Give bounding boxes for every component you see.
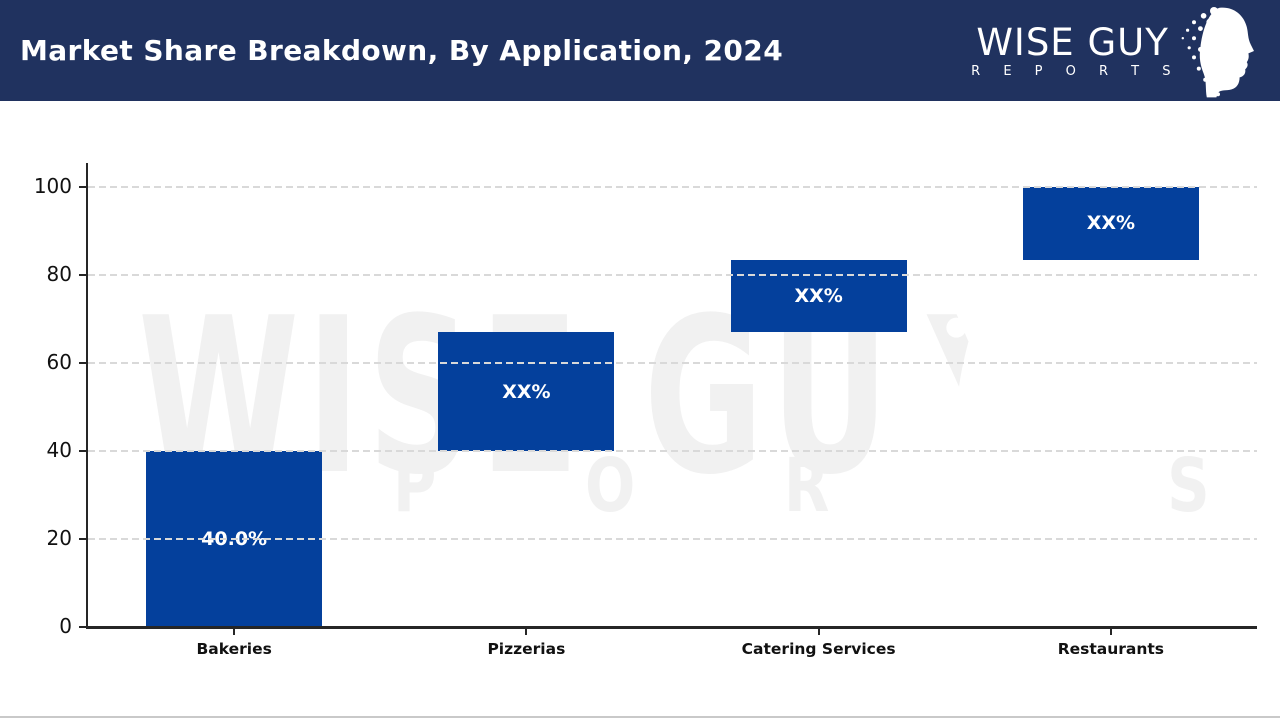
y-tick-label: 20 bbox=[46, 526, 72, 550]
y-axis-line bbox=[86, 163, 88, 629]
x-tick-mark bbox=[525, 628, 528, 635]
bottom-border-line bbox=[0, 716, 1280, 718]
dotted-head-profile-icon bbox=[1181, 6, 1254, 97]
y-tick-label: 100 bbox=[33, 174, 72, 198]
y-tick-mark bbox=[79, 538, 87, 540]
bar-value-label: XX% bbox=[794, 284, 843, 307]
logo-brand-subtitle: R E P O R T S bbox=[971, 63, 1180, 79]
bar-pizzerias: XX% bbox=[438, 332, 615, 451]
bar-catering-services: XX% bbox=[730, 259, 907, 333]
gridline-100 bbox=[88, 186, 1257, 188]
plot-region: 0 20 40 60 80 100 40.0% Bakeries XX% Pizzerias XX%… bbox=[0, 101, 1280, 720]
bar-value-label: XX% bbox=[502, 380, 551, 403]
y-tick-mark bbox=[79, 450, 87, 452]
logo-brand-name: WISE GUY bbox=[976, 20, 1169, 64]
category-label-2: Catering Services bbox=[741, 640, 896, 658]
y-tick-label: 80 bbox=[46, 262, 72, 286]
bar-restaurants: XX% bbox=[1022, 187, 1199, 260]
y-tick-label: 0 bbox=[59, 614, 72, 638]
y-tick-mark bbox=[79, 626, 87, 628]
header-bar: Market Share Breakdown, By Application, … bbox=[0, 0, 1280, 101]
logo-text: WISE GUY R E P O R T S bbox=[965, 24, 1180, 78]
y-tick-mark bbox=[79, 274, 87, 276]
y-tick-mark bbox=[79, 362, 87, 364]
chart-area: WISE GU Y P O R T S 02040608010040.0%Bak… bbox=[0, 101, 1280, 720]
y-tick-label: 60 bbox=[46, 350, 72, 374]
gridline-80 bbox=[88, 274, 1257, 276]
y-tick-label: 40 bbox=[46, 438, 72, 462]
wise-guy-logo: WISE GUY R E P O R T S bbox=[965, 3, 1262, 99]
gridline-20 bbox=[88, 538, 1257, 540]
gridline-40 bbox=[88, 450, 1257, 452]
category-label-3: Restaurants bbox=[1057, 640, 1165, 658]
x-tick-mark bbox=[233, 628, 236, 635]
x-tick-mark bbox=[1109, 628, 1112, 635]
bar-value-label: XX% bbox=[1086, 212, 1136, 235]
category-label-0: Bakeries bbox=[196, 640, 272, 658]
y-tick-mark bbox=[79, 186, 87, 188]
page-title: Market Share Breakdown, By Application, … bbox=[20, 34, 784, 67]
category-label-1: Pizzerias bbox=[487, 640, 566, 658]
x-tick-mark bbox=[817, 628, 820, 635]
x-axis-line bbox=[86, 626, 1257, 629]
gridline-60 bbox=[88, 362, 1257, 364]
